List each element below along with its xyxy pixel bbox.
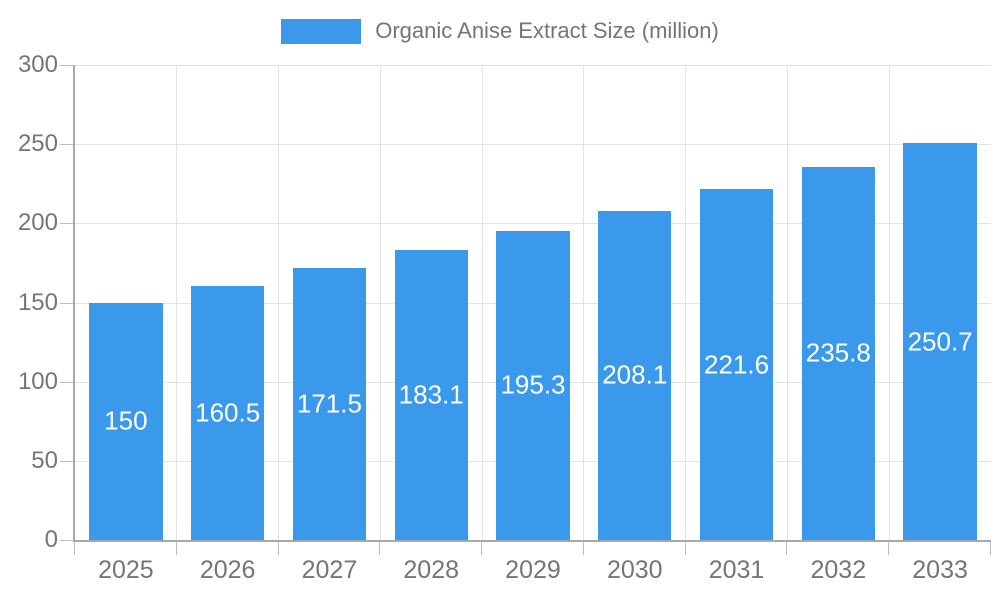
bar-2026[interactable]: 160.5 — [191, 285, 265, 540]
bar-2032[interactable]: 235.8 — [801, 166, 875, 540]
bar-value-label: 150 — [104, 405, 148, 436]
y-axis-tick — [60, 540, 73, 541]
bar-2031[interactable]: 221.6 — [699, 189, 774, 540]
bar-value-label: 160.5 — [195, 397, 261, 428]
bar-value-label: 235.8 — [805, 337, 871, 368]
x-axis-tick — [74, 542, 75, 555]
y-axis-tick-label: 50 — [31, 446, 58, 474]
y-axis-tick — [60, 302, 73, 304]
x-axis-tick-label: 2025 — [98, 556, 154, 584]
gridline-vertical — [888, 65, 890, 540]
y-axis-tick — [60, 65, 73, 66]
x-axis-tick — [481, 542, 483, 555]
y-axis-tick-label: 150 — [17, 288, 58, 316]
gridline-vertical — [278, 65, 280, 540]
gridline-horizontal — [75, 65, 991, 66]
x-axis-tick — [990, 542, 991, 555]
legend-label: Organic Anise Extract Size (million) — [375, 18, 719, 43]
y-axis-tick — [60, 223, 73, 225]
plot-area: 150 160.5 171.5 183.1 195.3 208.1 221.6 235.8 25… — [60, 65, 991, 555]
gridline-vertical — [786, 65, 788, 540]
x-axis-tick-label: 2031 — [708, 556, 765, 584]
x-axis-labels: 2025 2026 2027 2028 2029 2030 2031 2032 2033 — [75, 540, 991, 590]
y-axis-tick-label: 300 — [17, 51, 58, 78]
x-axis-tick — [786, 542, 788, 555]
bar-value-label: 183.1 — [398, 379, 464, 410]
y-axis-tick-label: 0 — [44, 526, 58, 553]
bar-2028[interactable]: 183.1 — [394, 250, 468, 540]
x-axis-line — [75, 540, 991, 542]
gridline-vertical — [481, 65, 483, 540]
gridline-vertical — [379, 65, 381, 540]
legend-swatch — [281, 18, 362, 44]
x-axis-tick — [684, 542, 686, 555]
gridline-horizontal — [75, 223, 991, 225]
x-axis-tick-label: 2033 — [912, 556, 968, 584]
bar-2033[interactable]: 250.7 — [903, 143, 977, 540]
bar-2027[interactable]: 171.5 — [292, 268, 367, 540]
y-axis-tick — [60, 460, 73, 462]
x-axis-tick-label: 2030 — [606, 556, 663, 584]
bar-value-label: 221.6 — [704, 349, 770, 380]
bar-2025[interactable]: 150 — [89, 302, 163, 540]
gridline-horizontal — [75, 144, 991, 146]
bar-value-label: 250.7 — [907, 326, 973, 357]
y-axis-line — [73, 65, 75, 542]
x-axis-tick-label: 2026 — [199, 556, 256, 584]
y-axis-tick-label: 250 — [17, 130, 58, 158]
x-axis-tick — [277, 542, 279, 555]
gridline-vertical — [176, 65, 178, 540]
x-axis-tick — [379, 542, 381, 555]
y-axis-tick — [60, 381, 73, 383]
y-axis-labels: 0 50 100 150 200 250 300 — [0, 52, 58, 553]
x-axis-tick-label: 2029 — [505, 556, 561, 584]
bar-2029[interactable]: 195.3 — [496, 230, 570, 540]
bar-value-label: 171.5 — [296, 388, 362, 419]
x-axis-tick-label: 2027 — [301, 556, 358, 584]
y-axis-tick-label: 100 — [17, 367, 58, 395]
gridline-vertical — [685, 65, 687, 540]
legend[interactable]: Organic Anise Extract Size (million) — [0, 18, 1000, 44]
x-axis-tick-label: 2032 — [810, 556, 867, 584]
y-axis-tick — [60, 144, 73, 146]
bar-2030[interactable]: 208.1 — [598, 210, 672, 540]
bar-value-label: 208.1 — [602, 359, 668, 390]
y-axis-tick-label: 200 — [17, 209, 58, 237]
x-axis-tick — [888, 542, 890, 555]
x-axis-tick-label: 2028 — [403, 556, 460, 584]
bar-value-label: 195.3 — [500, 369, 566, 400]
gridline-vertical — [583, 65, 585, 540]
x-axis-tick — [175, 542, 177, 555]
x-axis-tick — [582, 542, 584, 555]
